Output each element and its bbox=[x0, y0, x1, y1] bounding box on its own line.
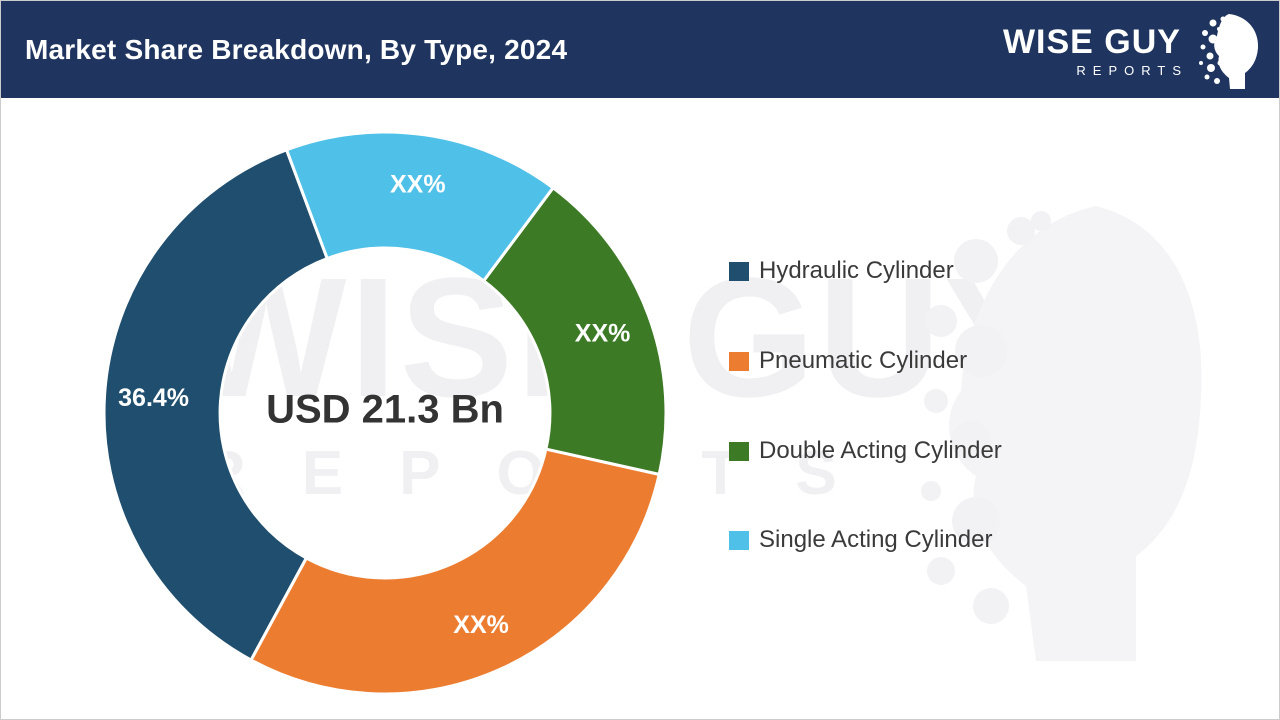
logo-wordmark: WISE GUY bbox=[1002, 22, 1181, 61]
legend-label: Double Acting Cylinder bbox=[759, 436, 1002, 464]
page-title: Market Share Breakdown, By Type, 2024 bbox=[25, 33, 568, 65]
legend-swatch-icon bbox=[729, 351, 749, 371]
legend-swatch-icon bbox=[729, 531, 749, 551]
slice-label: 36.4% bbox=[118, 384, 189, 412]
wise-guy-logo: WISE GUY REPORTS bbox=[1003, 11, 1263, 91]
header: Market Share Breakdown, By Type, 2024 WI… bbox=[1, 1, 1279, 98]
donut-slice-pneumatic-cylinder bbox=[249, 447, 661, 696]
legend-label: Hydraulic Cylinder bbox=[759, 257, 954, 284]
legend-label: Pneumatic Cylinder bbox=[759, 346, 968, 374]
legend: Hydraulic Cylinder Pneumatic Cylinder Doub… bbox=[729, 257, 1002, 616]
donut-slice-single-acting-cylinder bbox=[285, 130, 555, 283]
logo-subtext: REPORTS bbox=[1076, 63, 1188, 79]
legend-item: Double Acting Cylinder bbox=[729, 437, 1002, 466]
legend-item: Single Acting Cylinder bbox=[729, 526, 1002, 555]
logo-face-icon bbox=[1199, 14, 1259, 89]
legend-swatch-icon bbox=[729, 262, 749, 281]
legend-label: Single Acting Cylinder bbox=[759, 526, 993, 554]
donut-chart: 36.4% XX% XX% XX% bbox=[102, 130, 668, 696]
slice-label: XX% bbox=[390, 170, 446, 198]
logo-text: WISE GUY REPORTS bbox=[1002, 22, 1181, 78]
donut-slice-double-acting-cylinder bbox=[482, 186, 668, 476]
legend-item: Hydraulic Cylinder bbox=[729, 257, 1002, 286]
legend-item: Pneumatic Cylinder bbox=[729, 347, 1002, 376]
slice-label: XX% bbox=[575, 319, 631, 347]
legend-swatch-icon bbox=[729, 441, 749, 461]
slice-label: XX% bbox=[453, 611, 509, 639]
donut-slice-hydraulic-cylinder bbox=[102, 148, 329, 662]
donut-center-value: USD 21.3 Bn bbox=[266, 387, 504, 432]
watermark-face-icon bbox=[913, 206, 1202, 661]
